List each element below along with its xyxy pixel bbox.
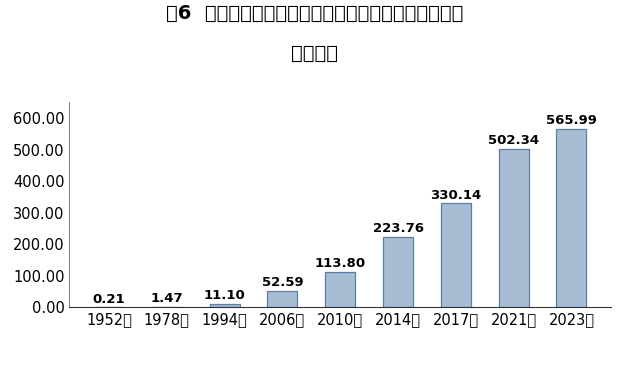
Text: 52.59: 52.59	[261, 276, 303, 289]
Text: 330.14: 330.14	[430, 189, 481, 202]
Text: 0.21: 0.21	[93, 293, 125, 306]
Text: 11.10: 11.10	[203, 290, 246, 302]
Bar	[441, 203, 471, 307]
Text: 223.76: 223.76	[372, 222, 423, 235]
Text: 图6  新中国成立以来主要年份保山社会消费品零售总额: 图6 新中国成立以来主要年份保山社会消费品零售总额	[166, 4, 464, 23]
Text: 565.99: 565.99	[546, 115, 597, 127]
Bar	[498, 149, 529, 307]
Bar	[556, 129, 587, 307]
Bar	[325, 272, 355, 307]
Bar	[267, 291, 297, 307]
Text: 502.34: 502.34	[488, 134, 539, 147]
Bar	[383, 237, 413, 307]
Bar	[210, 304, 239, 307]
Text: 113.80: 113.80	[314, 257, 366, 270]
Text: 1.47: 1.47	[151, 292, 183, 305]
Text: （亿元）: （亿元）	[292, 44, 338, 63]
